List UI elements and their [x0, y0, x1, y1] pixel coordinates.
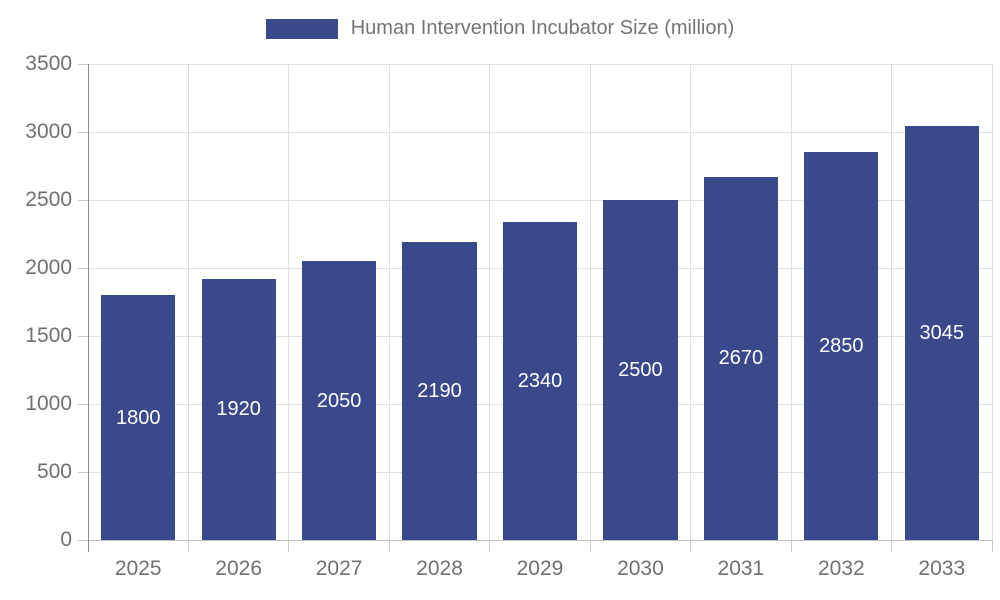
y-tick-label: 2500: [25, 188, 72, 211]
bar[interactable]: [502, 221, 578, 540]
grid-line-h: [88, 63, 992, 65]
y-tick: [78, 199, 88, 201]
y-tick-label: 2000: [25, 256, 72, 279]
bar-value-label: 2850: [819, 335, 864, 358]
x-tick-label: 2032: [817, 557, 865, 580]
bar-value-label: 2190: [417, 380, 462, 403]
legend-label: Human Intervention Incubator Size (milli…: [350, 17, 735, 39]
y-tick: [78, 539, 88, 541]
bar-value-label: 1800: [115, 406, 161, 429]
x-tick: [388, 540, 390, 552]
grid-line-h: [88, 131, 992, 133]
x-tick: [991, 540, 993, 552]
x-tick-label: 2028: [416, 557, 463, 580]
x-tick-label: 2029: [516, 557, 564, 580]
x-tick: [790, 540, 792, 552]
bar-value-label: 2050: [316, 389, 362, 412]
x-tick: [187, 540, 189, 552]
x-tick: [891, 540, 893, 552]
y-tick: [78, 131, 88, 133]
bar[interactable]: [402, 242, 477, 540]
y-tick: [78, 471, 88, 473]
bar[interactable]: [703, 176, 779, 540]
bar[interactable]: [603, 200, 678, 540]
x-tick: [589, 540, 591, 552]
bar-value-label: 2500: [618, 359, 663, 381]
y-tick: [78, 403, 88, 405]
y-tick: [78, 335, 88, 337]
x-tick: [489, 540, 491, 552]
y-tick: [78, 267, 88, 269]
y-tick-label: 500: [36, 460, 72, 483]
y-axis-line: [87, 64, 89, 552]
x-tick-label: 2030: [617, 557, 664, 580]
bar[interactable]: [201, 278, 276, 540]
bar-value-label: 3045: [919, 321, 965, 344]
bar-value-label: 1920: [216, 398, 261, 421]
y-tick-label: 3000: [25, 120, 72, 143]
bar[interactable]: [904, 125, 979, 540]
grid-line-h: [88, 199, 992, 201]
bar[interactable]: [301, 261, 377, 540]
bar-value-label: 2340: [517, 369, 563, 392]
grid-line-v: [589, 64, 591, 540]
grid-line-v: [991, 64, 993, 540]
y-tick-label: 3500: [25, 52, 72, 75]
bar[interactable]: [101, 295, 176, 540]
grid-line-h: [88, 539, 992, 541]
bar[interactable]: [804, 152, 879, 540]
x-tick-label: 2026: [215, 557, 263, 580]
grid-line-v: [288, 64, 290, 540]
legend[interactable]: Human Intervention Incubator Size (milli…: [0, 17, 1000, 40]
x-tick-label: 2031: [717, 557, 765, 580]
y-tick: [78, 63, 88, 65]
x-tick: [690, 540, 692, 552]
grid-line-v: [388, 64, 390, 540]
grid-line-v: [489, 64, 491, 540]
grid-line-v: [790, 64, 792, 540]
y-tick-label: 0: [60, 528, 72, 551]
y-tick-label: 1500: [25, 324, 72, 347]
legend-swatch: [265, 18, 338, 39]
grid-line-v: [187, 64, 189, 540]
x-tick-label: 2027: [315, 557, 363, 580]
bar-value-label: 2670: [718, 347, 764, 370]
x-tick: [288, 540, 290, 552]
x-tick-label: 2033: [918, 557, 966, 580]
x-tick-label: 2025: [114, 557, 162, 580]
y-tick-label: 1000: [25, 392, 72, 415]
grid-line-v: [690, 64, 692, 540]
grid-line-v: [891, 64, 893, 540]
